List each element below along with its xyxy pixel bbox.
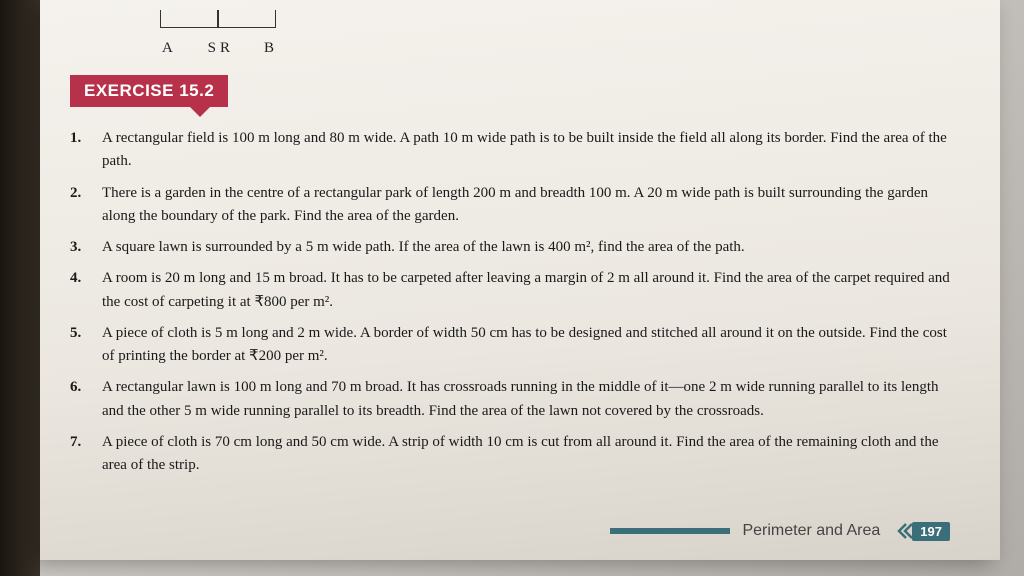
exercise-badge-label: EXERCISE 15.2 xyxy=(84,81,214,100)
diagram-label-a: A xyxy=(162,40,173,57)
book-spine-shadow xyxy=(0,0,40,576)
question-item: A piece of cloth is 70 cm long and 50 cm… xyxy=(70,431,950,478)
question-text: A piece of cloth is 5 m long and 2 m wid… xyxy=(102,325,947,364)
diagram-label-pair-2: R B xyxy=(218,40,276,57)
footer-accent-bar xyxy=(610,528,730,534)
question-item: A rectangular lawn is 100 m long and 70 … xyxy=(70,376,950,423)
question-list: A rectangular field is 100 m long and 80… xyxy=(70,127,950,477)
question-text: A piece of cloth is 70 cm long and 50 cm… xyxy=(102,434,938,473)
question-item: A piece of cloth is 5 m long and 2 m wid… xyxy=(70,322,950,369)
footer-chapter-label: Perimeter and Area xyxy=(742,522,880,540)
diagram-label-pair-1: A S xyxy=(160,40,218,57)
question-text: A square lawn is surrounded by a 5 m wid… xyxy=(102,239,745,255)
chevron-left-icon xyxy=(892,520,914,542)
diagram-labels-row: A S R B xyxy=(160,40,950,57)
question-text: A rectangular field is 100 m long and 80… xyxy=(102,130,947,169)
diagram-label-s: S xyxy=(208,40,216,57)
question-text: A room is 20 m long and 15 m broad. It h… xyxy=(102,270,950,309)
exercise-badge: EXERCISE 15.2 xyxy=(70,75,228,107)
question-text: A rectangular lawn is 100 m long and 70 … xyxy=(102,379,939,418)
question-item: A rectangular field is 100 m long and 80… xyxy=(70,127,950,174)
question-item: A room is 20 m long and 15 m broad. It h… xyxy=(70,267,950,314)
diagram-label-r: R xyxy=(220,40,230,57)
page-number: 197 xyxy=(912,522,950,541)
diagram-box-left xyxy=(160,10,218,28)
diagram-box-right xyxy=(218,10,276,28)
diagram-label-b: B xyxy=(264,40,274,57)
textbook-page: A S R B EXERCISE 15.2 A rectangular fiel… xyxy=(40,0,1000,560)
question-item: A square lawn is surrounded by a 5 m wid… xyxy=(70,236,950,259)
page-footer: Perimeter and Area 197 xyxy=(610,520,950,542)
diagram-boxes xyxy=(160,10,950,28)
page-number-chevron: 197 xyxy=(892,520,950,542)
question-item: There is a garden in the centre of a rec… xyxy=(70,182,950,229)
question-text: There is a garden in the centre of a rec… xyxy=(102,185,928,224)
